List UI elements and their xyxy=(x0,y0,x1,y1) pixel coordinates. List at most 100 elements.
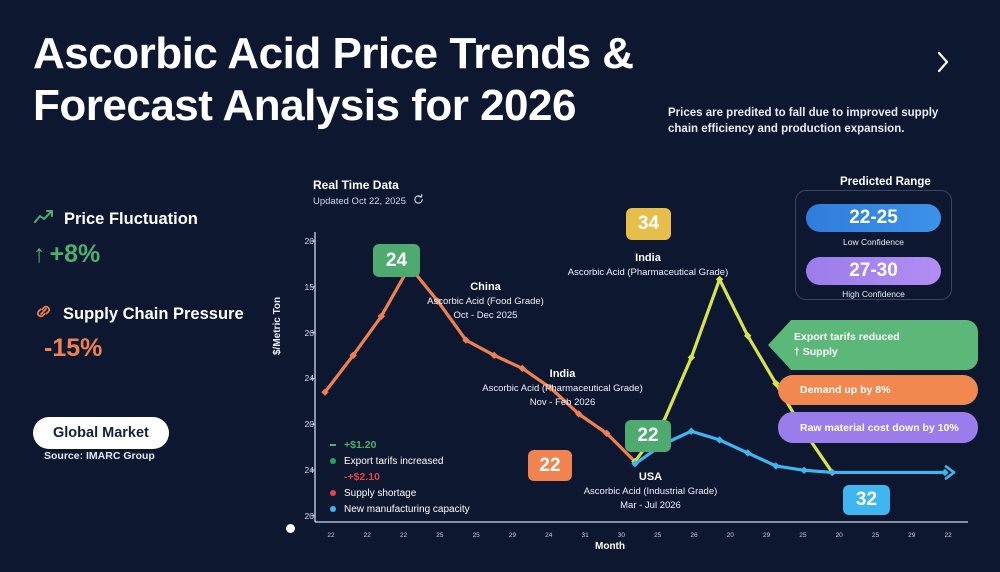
series-point xyxy=(744,332,752,340)
kpi-supply-chain-pressure: Supply Chain Pressure xyxy=(34,303,244,325)
callout-demand[interactable]: Demand up by 8% xyxy=(778,375,978,405)
forecast-arrow-icon xyxy=(944,465,956,480)
series-point xyxy=(603,429,611,438)
legend-label: Supply shortage xyxy=(344,487,417,499)
legend-item: -+$2.10 xyxy=(330,469,470,485)
x-axis-tick: 29 xyxy=(908,532,916,539)
x-axis-tick: 29 xyxy=(508,532,517,539)
series-point xyxy=(546,384,555,392)
annotation-india-mid: India Ascorbic Acid (Pharmaceutical Grad… xyxy=(480,367,645,409)
annotation-usa-country: USA xyxy=(638,471,663,483)
kpi-supply-chain-value: -15% xyxy=(44,334,103,362)
series-point xyxy=(800,466,808,474)
series-point xyxy=(462,336,470,344)
x-axis-tick: 25 xyxy=(436,532,444,539)
x-axis-tick: 31 xyxy=(581,532,589,539)
series-point xyxy=(941,468,949,477)
value-badge-trough-orange[interactable]: 22 xyxy=(528,450,572,481)
kpi-supply-chain-label: Supply Chain Pressure xyxy=(63,304,244,323)
x-axis-tick: 20 xyxy=(835,532,843,539)
y-axis-tick: 15 xyxy=(304,281,314,292)
predicted-range-title: Predicted Range xyxy=(832,176,939,188)
annotation-china: China Ascorbic Acid (Food Grade) Oct - D… xyxy=(418,280,553,322)
realtime-updated-text: Updated Oct 22, 2025 xyxy=(313,195,406,207)
title-line-2: Forecast Analysis for 2026 xyxy=(33,81,576,130)
predicted-range-low-pill[interactable]: 22-25 xyxy=(806,204,941,232)
value-badge-usa-peak[interactable]: 22 xyxy=(625,420,671,452)
global-market-pill[interactable]: Global Market xyxy=(33,417,169,449)
chart-legend: +$1.20 Export tarifs increased -+$2.10 Supp… xyxy=(330,437,470,517)
legend-label: -+$2.10 xyxy=(344,471,380,483)
annotation-usa: USA Ascorbic Acid (Industrial Grade) Mar… xyxy=(568,470,733,512)
predicted-range-box xyxy=(795,190,952,300)
x-axis-tick: 22 xyxy=(327,532,335,539)
value-badge-india-peak[interactable]: 34 xyxy=(626,208,671,240)
series-point xyxy=(631,460,639,468)
x-axis-tick: 29 xyxy=(762,532,771,539)
x-axis-tick: 24 xyxy=(545,532,553,539)
series-point xyxy=(772,379,780,388)
x-axis-tick: 25 xyxy=(654,532,662,539)
annotation-india-mid-grade: Ascorbic Acid (Pharmaceutical Grade) xyxy=(482,383,643,394)
x-axis-tick: 25 xyxy=(472,532,480,539)
legend-item: +$1.20 xyxy=(330,437,470,453)
x-axis-tick: 25 xyxy=(871,532,880,539)
x-axis-tick: 26 xyxy=(690,532,698,539)
series-point xyxy=(574,410,583,418)
predicted-range-high-caption: High Confidence xyxy=(842,289,905,299)
callout-export-tariffs-line2: † Supply xyxy=(794,346,838,358)
x-axis-tick: 20 xyxy=(726,532,734,539)
legend-marker-icon xyxy=(330,458,336,464)
series-line xyxy=(323,264,637,464)
y-axis-tick: 20 xyxy=(304,419,314,430)
legend-marker-icon xyxy=(330,490,336,496)
trend-up-icon xyxy=(34,209,54,230)
refresh-icon[interactable] xyxy=(413,194,424,208)
x-axis-tick: 22 xyxy=(944,532,952,539)
up-arrow-icon: ↑ xyxy=(33,240,46,268)
link-chain-icon xyxy=(34,303,53,325)
kpi-price-fluctuation-number: +8% xyxy=(49,240,101,268)
page-title: Ascorbic Acid Price Trends & Forecast An… xyxy=(33,28,693,132)
x-axis-tick: 22 xyxy=(399,532,408,539)
kpi-price-fluctuation: Price Fluctuation xyxy=(34,209,198,230)
legend-marker-icon xyxy=(330,506,336,512)
legend-marker-icon xyxy=(330,474,336,480)
annotation-india-peak: India Ascorbic Acid (Pharmaceutical Grad… xyxy=(563,251,733,280)
x-axis-tick: 25 xyxy=(799,532,807,539)
source-label: Source: IMARC Group xyxy=(44,450,155,462)
y-axis-tick: 20 xyxy=(304,236,314,246)
annotation-india-peak-grade: Ascorbic Acid (Pharmaceutical Grade) xyxy=(567,267,729,278)
callout-raw-material[interactable]: Raw material cost down by 10% xyxy=(778,412,978,443)
chevron-right-icon[interactable] xyxy=(930,46,956,78)
x-axis-tick: 22 xyxy=(363,532,371,539)
y-axis-tick: 24 xyxy=(304,465,314,475)
predicted-range-low-caption: Low Confidence xyxy=(843,237,904,247)
kpi-price-fluctuation-value: ↑ +8% xyxy=(33,240,100,269)
series-point xyxy=(518,364,526,373)
annotation-china-period: Oct - Dec 2025 xyxy=(453,309,518,321)
header-subtitle: Prices are predited to fall due to impro… xyxy=(668,107,939,135)
predicted-range-high-pill[interactable]: 27-30 xyxy=(806,257,941,285)
legend-marker-icon xyxy=(330,444,336,446)
series-point xyxy=(744,449,752,457)
legend-label: New manufacturing capacity xyxy=(344,503,470,515)
y-axis-tick: 24 xyxy=(304,373,314,384)
annotation-india-mid-country: India xyxy=(549,368,576,380)
annotation-india-peak-country: India xyxy=(635,252,661,264)
annotation-india-mid-period: Nov - Feb 2026 xyxy=(529,396,596,408)
legend-label: +$1.20 xyxy=(344,439,377,451)
kpi-price-fluctuation-label: Price Fluctuation xyxy=(64,210,198,228)
callout-demand-text: Demand up by 8% xyxy=(800,384,891,396)
title-line-1: Ascorbic Acid Price Trends & xyxy=(33,29,634,78)
value-badge-forecast-end[interactable]: 32 xyxy=(843,485,890,515)
decorative-dot xyxy=(286,524,295,533)
legend-item: New manufacturing capacity xyxy=(330,501,470,517)
callout-export-tariffs-line1: Export tarifs reduced xyxy=(794,331,900,343)
annotation-usa-period: Mar - Jul 2026 xyxy=(620,499,681,511)
x-axis-label: Month xyxy=(595,541,625,552)
value-badge-china-peak[interactable]: 24 xyxy=(373,244,420,277)
callout-raw-material-text: Raw material cost down by 10% xyxy=(800,421,959,434)
callout-export-tariffs[interactable]: Export tarifs reduced † Supply xyxy=(768,320,978,370)
